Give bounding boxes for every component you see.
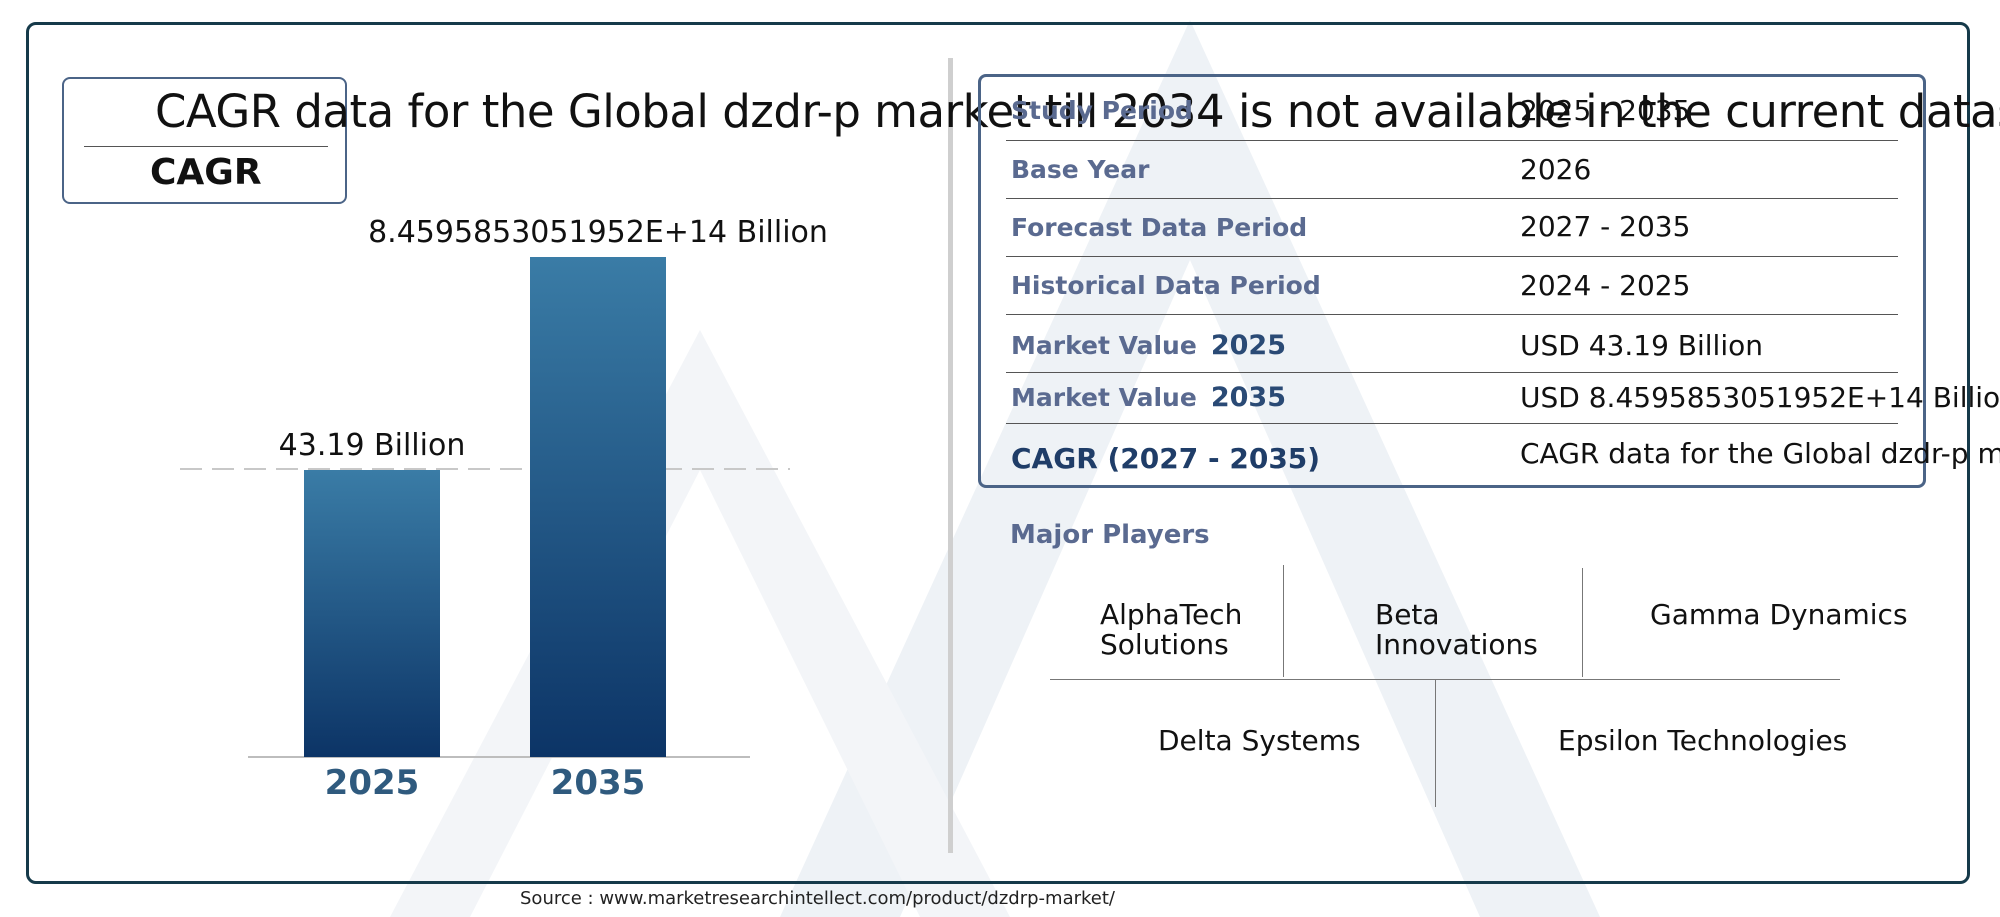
player-name-line: AlphaTech (1100, 598, 1243, 631)
row-label-study-period: Study Period (1011, 96, 1193, 125)
source-citation: Source : www.marketresearchintellect.com… (520, 888, 1115, 909)
market-value-year: 2035 (1210, 382, 1286, 413)
row-divider (1006, 372, 1898, 373)
cagr-divider-line (84, 146, 328, 147)
market-value-label: Market Value (1011, 383, 1197, 412)
row-label-market-value-2035: Market Value 2035 (1011, 382, 1286, 413)
player-beta: Beta Innovations (1375, 600, 1538, 660)
cagr-message: CAGR data for the Global dzdr-p market t… (155, 85, 2000, 138)
row-value-market-value-2025: USD 43.19 Billion (1520, 329, 1763, 362)
outer-frame (26, 22, 1970, 884)
row-divider (1006, 423, 1898, 424)
row-label-historical-period: Historical Data Period (1011, 271, 1321, 300)
market-value-label: Market Value (1011, 331, 1197, 360)
player-gamma: Gamma Dynamics (1650, 598, 1908, 631)
panel-divider (948, 58, 953, 853)
x-tick-label-2035: 2035 (551, 763, 646, 803)
row-label-forecast-period: Forecast Data Period (1011, 213, 1308, 242)
row-divider (1006, 256, 1898, 257)
row-value-historical-period: 2024 - 2025 (1520, 269, 1691, 302)
player-name-line: Innovations (1375, 628, 1538, 661)
row-value-base-year: 2026 (1520, 153, 1592, 186)
row-value-cagr-clip: CAGR data for the Global dzdr-p market t… (1520, 437, 2000, 477)
row-divider (1006, 198, 1898, 199)
row-value-cagr: CAGR data for the Global dzdr-p market t… (1520, 437, 2000, 470)
player-name-line: Beta (1375, 598, 1440, 631)
bar-value-label-2025: 43.19 Billion (279, 428, 466, 463)
cagr-box (62, 77, 347, 204)
row-value-study-period: 2025 - 2035 (1520, 94, 1691, 127)
report-details-table (978, 74, 1926, 488)
row-label-market-value-2025: Market Value 2025 (1011, 330, 1286, 361)
bar-2025 (304, 470, 440, 757)
row-divider (1006, 314, 1898, 315)
row-label-cagr: CAGR (2027 - 2035) (1011, 442, 1321, 475)
player-epsilon: Epsilon Technologies (1558, 724, 1848, 757)
row-value-market-value-2035: USD 8.4595853051952E+14 Billion (1520, 381, 2000, 414)
players-divider (1283, 565, 1284, 677)
major-players-title: Major Players (1010, 520, 1210, 550)
market-value-year: 2025 (1210, 330, 1286, 361)
row-divider (1006, 140, 1898, 141)
x-tick-label-2025: 2025 (325, 763, 420, 803)
player-alphatech: AlphaTech Solutions (1100, 600, 1242, 660)
player-name-line: Solutions (1100, 628, 1229, 661)
player-delta: Delta Systems (1158, 724, 1361, 757)
players-divider (1582, 568, 1583, 677)
bar-2035 (530, 257, 666, 757)
row-value-forecast-period: 2027 - 2035 (1520, 210, 1691, 243)
row-label-base-year: Base Year (1011, 155, 1150, 184)
bar-value-label-2035: 8.4595853051952E+14 Billion (368, 215, 828, 250)
players-divider-horizontal (1050, 679, 1840, 680)
cagr-label: CAGR (150, 152, 262, 193)
players-divider (1435, 680, 1436, 807)
